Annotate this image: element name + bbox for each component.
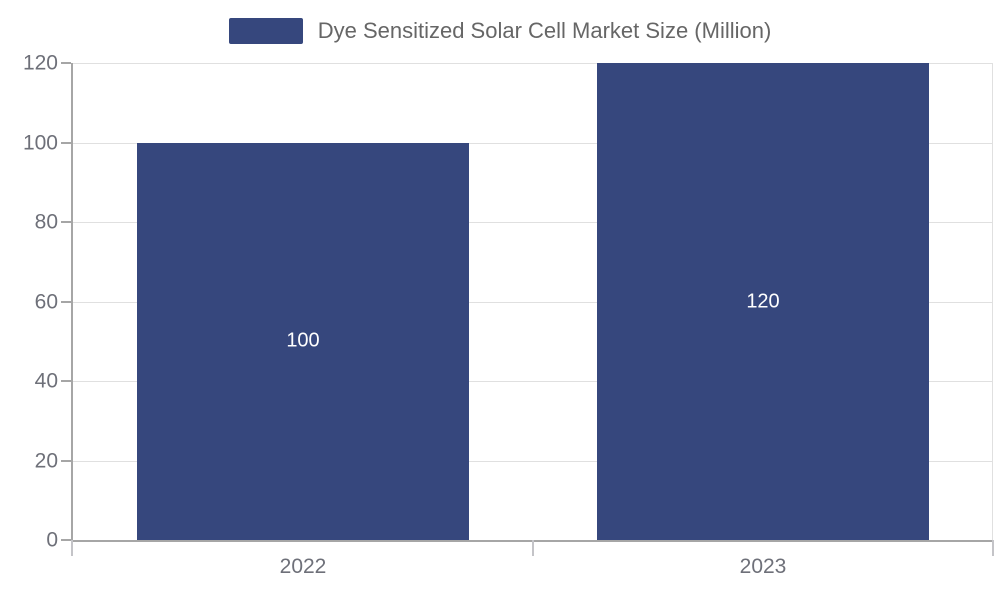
y-axis-line (71, 63, 73, 540)
y-tick-label: 120 (22, 51, 58, 75)
y-tick-label: 40 (34, 369, 58, 393)
gridline (73, 301, 993, 303)
legend-label: Dye Sensitized Solar Cell Market Size (M… (317, 18, 772, 43)
x-tick-label: 2022 (279, 555, 327, 578)
legend-swatch (228, 18, 303, 44)
bar-value-label: 100 (286, 329, 320, 352)
y-axis-tick (61, 539, 71, 541)
plot-area: 0 20 40 60 80 100 120 100 2022 120 2023 (23, 53, 994, 578)
x-tick-label: 2023 (739, 555, 787, 578)
y-tick-label: 20 (34, 449, 58, 472)
gridline (73, 142, 993, 144)
y-axis-tick (61, 459, 71, 462)
x-axis-tick (71, 540, 73, 556)
y-axis-tick (61, 300, 71, 303)
y-axis-tick (61, 62, 71, 64)
legend-item[interactable]: Dye Sensitized Solar Cell Market Size (M… (0, 18, 1000, 44)
y-axis-tick (61, 221, 71, 223)
x-axis-tick (992, 540, 994, 556)
y-axis-tick (61, 141, 71, 144)
gridline (73, 222, 993, 223)
y-axis-tick (61, 380, 71, 382)
gridline (73, 63, 993, 64)
y-tick-label: 60 (34, 290, 58, 313)
y-tick-label: 0 (46, 528, 58, 552)
x-axis-tick (532, 540, 534, 556)
bar (137, 142, 469, 540)
y-tick-label: 80 (34, 210, 58, 234)
gridline (73, 460, 993, 462)
bar-value-label: 120 (746, 290, 780, 312)
bar (597, 63, 929, 540)
y-tick-label: 100 (22, 131, 58, 154)
gridline (73, 381, 993, 382)
